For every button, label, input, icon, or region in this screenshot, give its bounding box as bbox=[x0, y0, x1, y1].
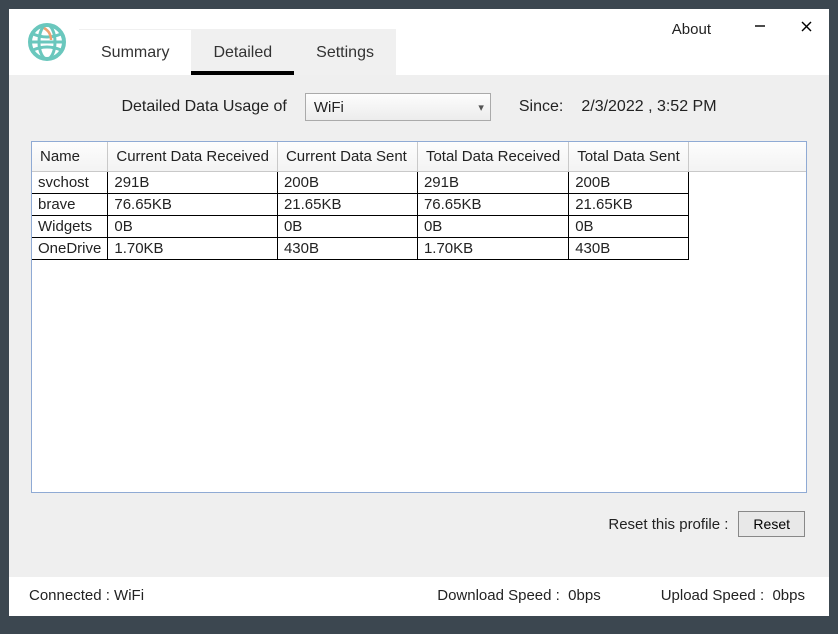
table-row[interactable]: OneDrive1.70KB430B1.70KB430B bbox=[32, 238, 806, 260]
dropdown-value: WiFi bbox=[314, 99, 344, 116]
download-speed: Download Speed : 0bps bbox=[437, 587, 660, 604]
table-cell: 0B bbox=[277, 216, 417, 238]
col-current-sent[interactable]: Current Data Sent bbox=[277, 142, 417, 172]
table-row[interactable]: Widgets0B0B0B0B bbox=[32, 216, 806, 238]
table-cell: 0B bbox=[108, 216, 278, 238]
close-button[interactable] bbox=[783, 9, 829, 43]
table-cell: svchost bbox=[32, 172, 108, 194]
upload-speed: Upload Speed : 0bps bbox=[661, 587, 805, 604]
table-cell: Widgets bbox=[32, 216, 108, 238]
since-value: 2/3/2022 , 3:52 PM bbox=[581, 98, 716, 116]
table-cell-spacer bbox=[688, 194, 806, 216]
col-name[interactable]: Name bbox=[32, 142, 108, 172]
status-bar: Connected : WiFi Download Speed : 0bps U… bbox=[9, 577, 829, 616]
table-cell: 21.65KB bbox=[277, 194, 417, 216]
connection-status: Connected : WiFi bbox=[29, 587, 437, 604]
titlebar: Summary Detailed Settings About bbox=[9, 9, 829, 75]
download-label: Download Speed : bbox=[437, 587, 560, 604]
table-cell-spacer bbox=[688, 216, 806, 238]
window-controls: About bbox=[672, 9, 829, 43]
app-window: Summary Detailed Settings About Detailed… bbox=[9, 9, 829, 616]
upload-label: Upload Speed : bbox=[661, 587, 764, 604]
tab-bar: Summary Detailed Settings bbox=[79, 9, 396, 75]
reset-label: Reset this profile : bbox=[608, 516, 728, 533]
close-icon bbox=[800, 20, 813, 33]
table-header-row: Name Current Data Received Current Data … bbox=[32, 142, 806, 172]
tab-settings[interactable]: Settings bbox=[294, 29, 396, 75]
tab-label: Summary bbox=[101, 44, 169, 62]
table-cell: 76.65KB bbox=[417, 194, 568, 216]
table-cell: 0B bbox=[569, 216, 689, 238]
col-total-received[interactable]: Total Data Received bbox=[417, 142, 568, 172]
tab-summary[interactable]: Summary bbox=[79, 29, 191, 75]
table-cell: 430B bbox=[569, 238, 689, 260]
data-table-container: Name Current Data Received Current Data … bbox=[31, 141, 807, 493]
col-spacer bbox=[688, 142, 806, 172]
table-row[interactable]: brave76.65KB21.65KB76.65KB21.65KB bbox=[32, 194, 806, 216]
interface-dropdown[interactable]: WiFi ▾ bbox=[305, 93, 491, 121]
chevron-down-icon: ▾ bbox=[478, 101, 484, 114]
table-cell: 291B bbox=[108, 172, 278, 194]
table-cell: 0B bbox=[417, 216, 568, 238]
table-cell: 430B bbox=[277, 238, 417, 260]
tab-label: Settings bbox=[316, 44, 374, 62]
table-cell-spacer bbox=[688, 172, 806, 194]
table-cell: 76.65KB bbox=[108, 194, 278, 216]
since-label: Since: bbox=[509, 98, 563, 116]
about-link[interactable]: About bbox=[672, 15, 737, 38]
reset-row: Reset this profile : Reset bbox=[9, 493, 829, 543]
minimize-button[interactable] bbox=[737, 9, 783, 43]
col-total-sent[interactable]: Total Data Sent bbox=[569, 142, 689, 172]
data-table: Name Current Data Received Current Data … bbox=[32, 142, 806, 260]
download-value: 0bps bbox=[568, 587, 601, 604]
table-cell: 200B bbox=[569, 172, 689, 194]
reset-button[interactable]: Reset bbox=[738, 511, 805, 537]
table-cell: 1.70KB bbox=[417, 238, 568, 260]
table-cell-spacer bbox=[688, 238, 806, 260]
table-cell: 1.70KB bbox=[108, 238, 278, 260]
table-cell: 200B bbox=[277, 172, 417, 194]
table-cell: 291B bbox=[417, 172, 568, 194]
table-cell: OneDrive bbox=[32, 238, 108, 260]
filter-label: Detailed Data Usage of bbox=[121, 98, 286, 116]
tab-detailed[interactable]: Detailed bbox=[191, 29, 294, 75]
tab-label: Detailed bbox=[213, 44, 272, 62]
content-area: Detailed Data Usage of WiFi ▾ Since: 2/3… bbox=[9, 75, 829, 577]
minimize-icon bbox=[754, 20, 766, 32]
upload-value: 0bps bbox=[772, 587, 805, 604]
col-current-received[interactable]: Current Data Received bbox=[108, 142, 278, 172]
globe-icon bbox=[27, 22, 67, 62]
filter-row: Detailed Data Usage of WiFi ▾ Since: 2/3… bbox=[9, 75, 829, 135]
table-cell: brave bbox=[32, 194, 108, 216]
table-row[interactable]: svchost291B200B291B200B bbox=[32, 172, 806, 194]
table-cell: 21.65KB bbox=[569, 194, 689, 216]
